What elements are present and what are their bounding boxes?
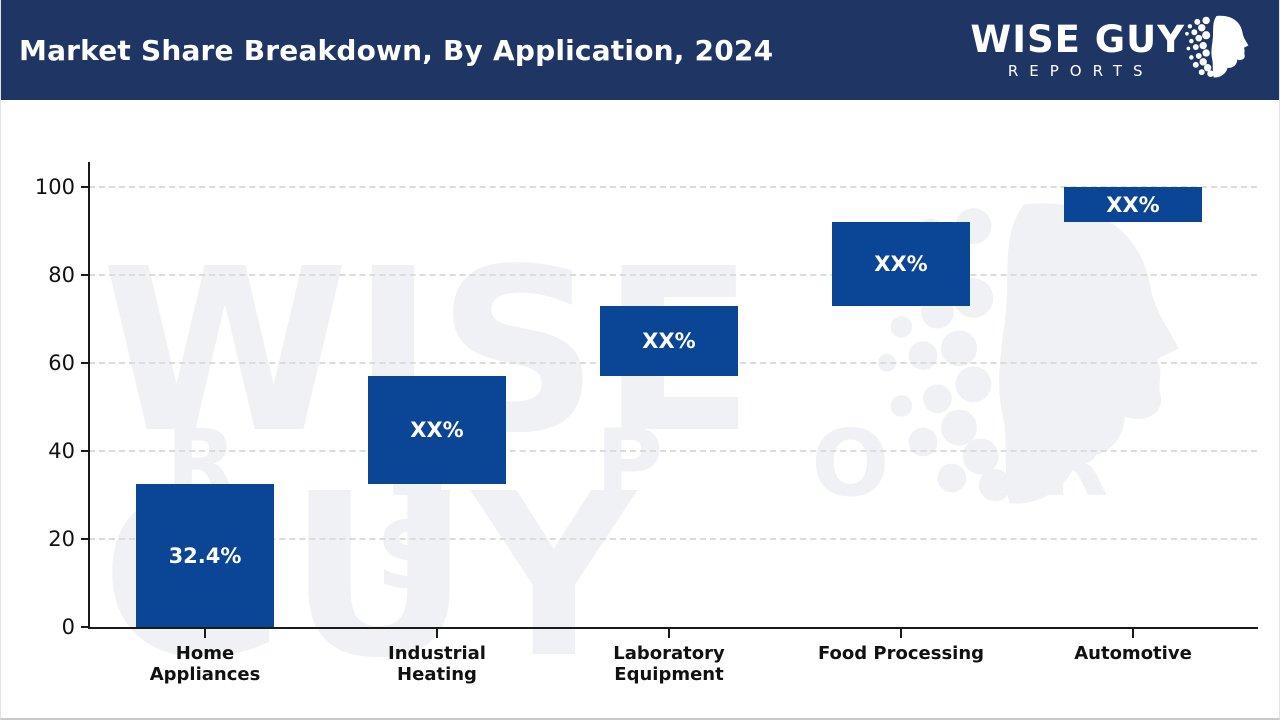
x-axis-label: Laboratory Equipment — [613, 643, 725, 686]
header-bar: Market Share Breakdown, By Application, … — [1, 0, 1279, 100]
y-tick-mark — [81, 186, 89, 188]
y-tick-mark — [81, 362, 89, 364]
bar-home-appliances: 32.4% — [136, 484, 274, 627]
x-axis-label: Home Appliances — [149, 643, 261, 686]
bar-industrial-heating: XX% — [368, 376, 506, 485]
bar-value-label: 32.4% — [168, 543, 242, 568]
x-tick-mark — [1132, 629, 1134, 638]
gridline-80 — [89, 274, 1257, 276]
bar-value-label: XX% — [1106, 192, 1160, 217]
x-axis-label: Industrial Heating — [388, 643, 486, 686]
y-tick-mark — [81, 274, 89, 276]
x-tick-mark — [204, 629, 206, 638]
x-tick-mark — [668, 629, 670, 638]
page-title: Market Share Breakdown, By Application, … — [19, 33, 774, 67]
chart-area: WISE GUY R E P O R T S 0 20 40 60 80 100 32.4%… — [1, 100, 1279, 718]
bar-laboratory-equipment: XX% — [600, 305, 738, 377]
y-axis-tick-label: 20 — [48, 527, 75, 551]
logo-text: WISE GUY REPORTS — [970, 21, 1185, 79]
y-tick-mark — [81, 450, 89, 452]
x-tick-mark — [436, 629, 438, 638]
x-axis-label: Food Processing — [817, 643, 985, 664]
x-tick-mark — [900, 629, 902, 638]
y-axis-tick-label: 0 — [61, 615, 75, 639]
bar-automotive: XX% — [1064, 187, 1202, 223]
wise-guy-reports-logo: WISE GUY REPORTS — [970, 10, 1255, 90]
x-axis-line — [88, 627, 1258, 629]
y-tick-mark — [81, 538, 89, 540]
bar-value-label: XX% — [874, 251, 928, 276]
gridline-40 — [89, 450, 1257, 452]
y-axis-line — [88, 162, 90, 629]
bar-value-label: XX% — [410, 418, 464, 443]
y-axis-tick-label: 60 — [48, 351, 75, 375]
bar-value-label: XX% — [642, 328, 696, 353]
logo-brand-name: WISE GUY — [970, 18, 1185, 61]
y-axis-tick-label: 40 — [48, 439, 75, 463]
y-tick-mark — [81, 626, 89, 628]
gridline-20 — [89, 538, 1257, 540]
y-axis-tick-label: 100 — [34, 175, 75, 199]
bar-food-processing: XX% — [832, 222, 970, 306]
x-axis-label: Automotive — [1074, 643, 1192, 664]
logo-brand-subtitle: REPORTS — [1007, 62, 1154, 80]
gridline-100 — [89, 186, 1257, 188]
y-axis-tick-label: 80 — [48, 263, 75, 287]
dotted-head-profile-icon — [1185, 15, 1249, 78]
